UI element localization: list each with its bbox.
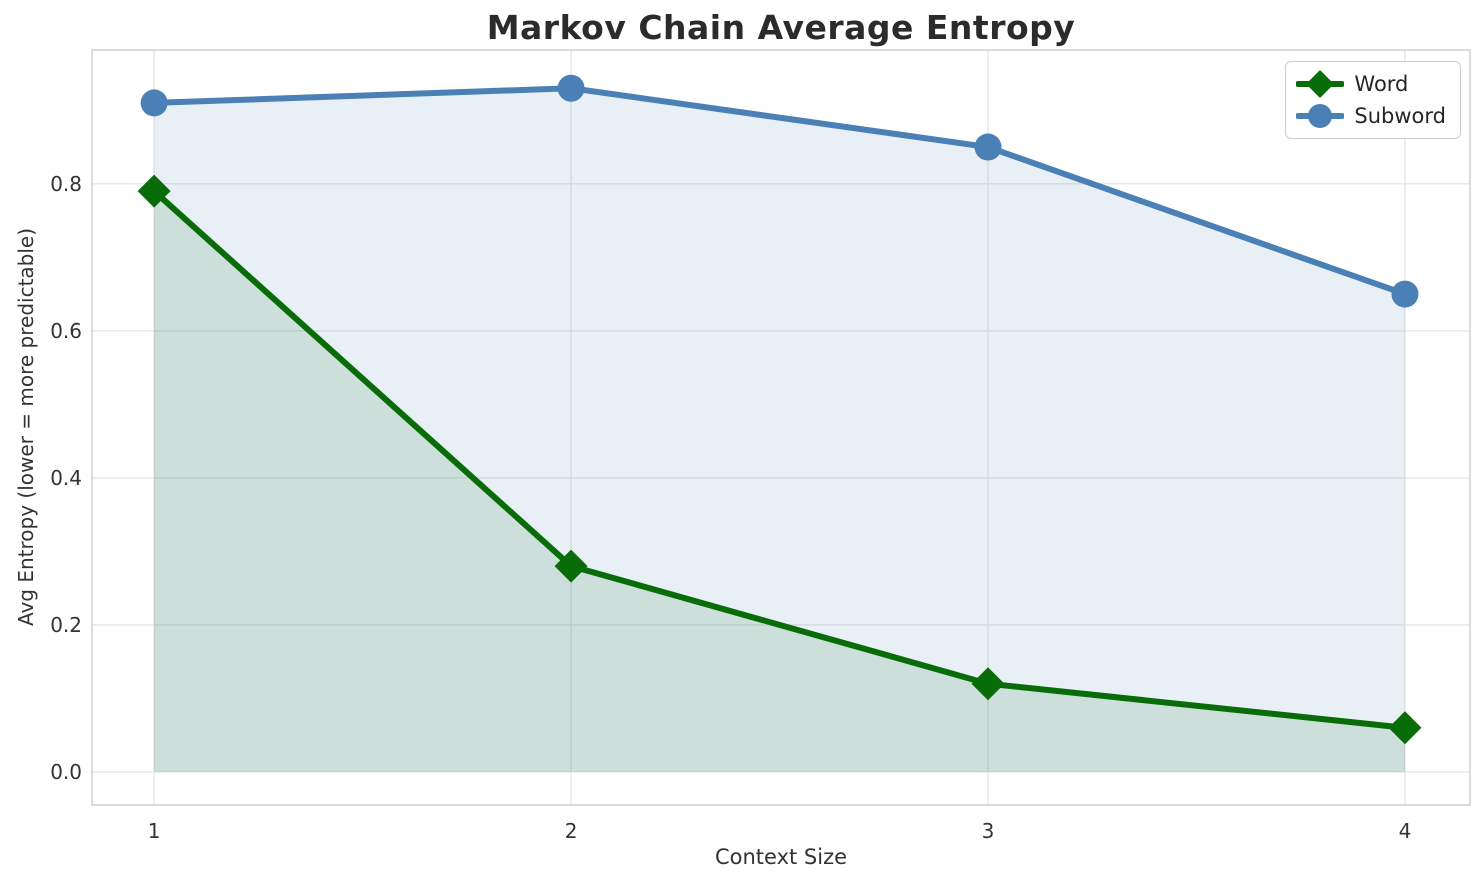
subword-marker [1391,280,1419,308]
legend-label-subword: Subword [1354,104,1446,128]
word-line [151,188,1408,731]
legend-item-word: Word [1296,70,1446,98]
y-tick-label: 0.8 [50,172,82,196]
x-tick-label: 1 [148,819,161,843]
subword-marker [140,89,168,117]
x-tick-label: 2 [565,819,578,843]
legend-item-subword: Subword [1296,102,1446,130]
subword-circle-marker-icon [1296,104,1345,128]
subword-marker [974,133,1002,161]
plot-border [91,49,1471,806]
word-marker [137,174,171,208]
x-tick-label: 4 [1399,819,1412,843]
y-tick-label: 0.4 [50,466,82,490]
legend-marker-sample [1306,70,1335,98]
subword-line [151,85,1408,298]
legend-label-word: Word [1354,72,1409,96]
word-diamond-marker-icon [1296,70,1345,98]
legend: Word Subword [1285,61,1461,139]
y-tick-label: 0.0 [50,760,82,784]
plot-background [92,50,1470,805]
x-tick-label: 3 [982,819,995,843]
word-marker [554,549,588,583]
y-tick-label: 0.6 [50,319,82,343]
word-marker [1388,711,1422,745]
x-axis-label: Context Size [714,845,848,869]
word-marker [971,667,1005,701]
subword-area-fill [154,88,1405,772]
word-area-fill [154,191,1405,772]
chart-title: Markov Chain Average Entropy [486,8,1076,47]
legend-marker-sample [1308,104,1333,128]
y-tick-label: 0.2 [50,613,82,637]
subword-marker [557,74,585,102]
